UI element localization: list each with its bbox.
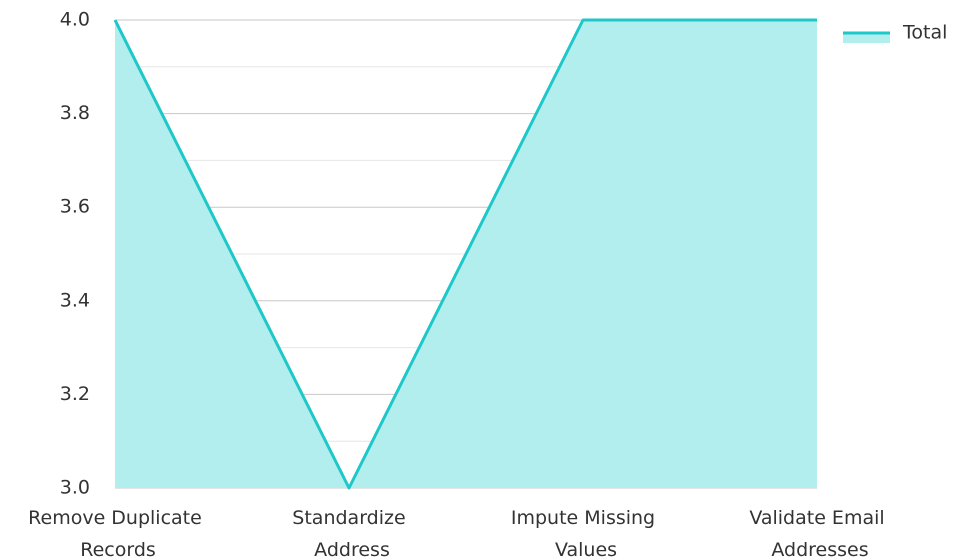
y-tick-label: 4.0 <box>60 9 90 31</box>
y-tick-label: 3.2 <box>60 383 90 405</box>
x-tick-label: Validate Email Addresses <box>749 507 884 560</box>
y-tick-label: 3.4 <box>60 289 90 311</box>
legend-swatch <box>843 33 890 43</box>
y-tick-label: 3.8 <box>60 102 90 124</box>
x-tick-label: Impute Missing Values <box>511 507 655 560</box>
legend-label: Total <box>902 22 947 44</box>
x-tick-label: Standardize Address <box>292 507 405 560</box>
y-tick-label: 3.6 <box>60 196 90 218</box>
y-tick-label: 3.0 <box>60 477 90 499</box>
x-tick-label: Remove Duplicate Records <box>28 507 202 560</box>
area-line <box>113 18 817 490</box>
